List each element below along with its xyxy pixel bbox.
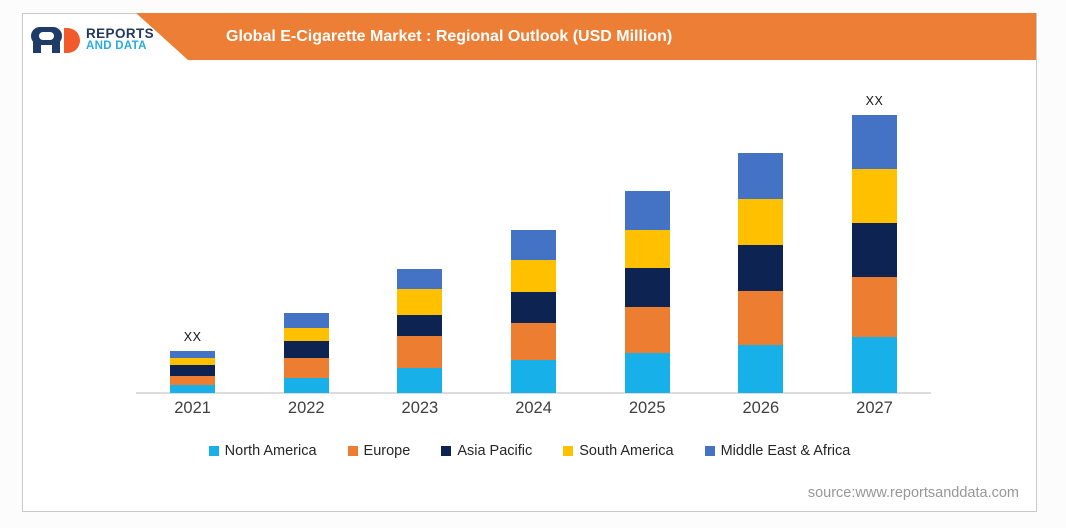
x-axis-label-2027: 2027	[856, 399, 893, 417]
bar-segment-north-america-2027	[852, 337, 897, 393]
reports-and-data-logo: REPORTS AND DATA	[31, 27, 154, 53]
legend-swatch-icon	[704, 446, 715, 456]
logo-d-shape	[64, 28, 80, 53]
legend-label: Europe	[363, 443, 411, 459]
chart-card: REPORTS AND DATA Global E-Cigarette Mark…	[22, 13, 1037, 512]
plot-area: 2021 2022 2023 2024 2025 2026 2027 XX XX	[23, 14, 1036, 511]
bar-segment-europe-2024	[511, 323, 557, 360]
logo-r-hole	[39, 32, 54, 40]
bar-segment-asia-pacific-2021	[170, 365, 216, 376]
x-axis-label-2023: 2023	[401, 399, 439, 417]
legend-item-south-america: South America	[563, 443, 674, 459]
bar-segment-north-america-2024	[511, 360, 557, 393]
bar-segment-asia-pacific-2024	[511, 292, 557, 323]
bar-segment-middle-east-africa-2021	[170, 351, 216, 358]
bar-segment-asia-pacific-2027	[852, 223, 897, 277]
title-banner: Global E-Cigarette Market : Regional Out…	[136, 13, 1036, 60]
x-axis-label-2021: 2021	[174, 399, 211, 417]
chart-title: Global E-Cigarette Market : Regional Out…	[226, 28, 673, 45]
x-axis-label-2022: 2022	[287, 399, 325, 417]
bar-segment-north-america-2022	[283, 378, 329, 393]
logo-r-leg	[33, 42, 41, 53]
legend-swatch-icon	[441, 446, 452, 456]
legend-label: South America	[579, 443, 674, 459]
bar-segment-asia-pacific-2025	[624, 268, 670, 307]
logo-r-leg	[52, 42, 60, 53]
x-axis-label-2026: 2026	[742, 399, 780, 417]
legend-label: Asia Pacific	[457, 443, 533, 459]
bar-segment-middle-east-africa-2024	[511, 230, 557, 260]
x-axis-label-2025: 2025	[628, 399, 666, 417]
bar-segment-north-america-2021	[170, 385, 216, 393]
logo-text: REPORTS AND DATA	[86, 27, 154, 52]
legend-swatch-icon	[208, 446, 219, 456]
bar-segment-south-america-2025	[624, 230, 670, 268]
bar-segment-asia-pacific-2022	[283, 341, 329, 358]
bar-segment-south-america-2023	[397, 289, 443, 315]
bar-segment-middle-east-africa-2022	[283, 313, 329, 328]
logo-line-and-data: AND DATA	[86, 40, 147, 53]
bar-segment-middle-east-africa-2023	[397, 269, 443, 289]
bar-segment-asia-pacific-2023	[397, 315, 443, 336]
bar-segment-middle-east-africa-2027	[852, 115, 897, 169]
x-axis-line	[136, 392, 931, 394]
legend-item-north-america: North America	[208, 443, 317, 459]
logo-line-reports: REPORTS	[86, 26, 155, 42]
legend: North America Europe Asia Pacific South Ame…	[23, 443, 1036, 459]
bar-segment-asia-pacific-2026	[738, 245, 784, 291]
bar-segment-north-america-2023	[397, 368, 443, 393]
bar-segment-north-america-2026	[738, 345, 784, 393]
bar-segment-europe-2027	[852, 277, 897, 337]
bar-segment-europe-2026	[738, 291, 784, 345]
legend-label: North America	[224, 443, 317, 459]
bar-value-label-2027: XX	[865, 94, 884, 108]
legend-label: Middle East & Africa	[720, 443, 851, 459]
legend-swatch-icon	[563, 446, 574, 456]
bar-segment-north-america-2025	[624, 353, 670, 393]
bar-segment-middle-east-africa-2026	[738, 153, 784, 199]
legend-item-europe: Europe	[347, 443, 411, 459]
bar-segment-europe-2021	[170, 376, 216, 385]
x-axis-label-2024: 2024	[515, 399, 552, 417]
bar-segment-europe-2023	[397, 336, 443, 368]
bar-segment-europe-2022	[283, 358, 329, 378]
bar-segment-south-america-2026	[738, 199, 784, 245]
bar-segment-south-america-2024	[511, 260, 557, 292]
bar-segment-south-america-2022	[283, 328, 329, 341]
bar-segment-south-america-2021	[170, 358, 216, 365]
bar-segment-south-america-2027	[852, 169, 897, 223]
legend-swatch-icon	[347, 446, 358, 456]
rd-logo-icon	[31, 27, 81, 53]
bar-segment-europe-2025	[624, 307, 670, 353]
source-note: source:www.reportsanddata.com	[807, 485, 1019, 501]
legend-item-asia-pacific: Asia Pacific	[441, 443, 532, 459]
bar-segment-middle-east-africa-2025	[624, 191, 670, 230]
legend-item-middle-east-africa: Middle East & Africa	[704, 443, 851, 459]
bar-value-label-2021: XX	[183, 330, 202, 344]
